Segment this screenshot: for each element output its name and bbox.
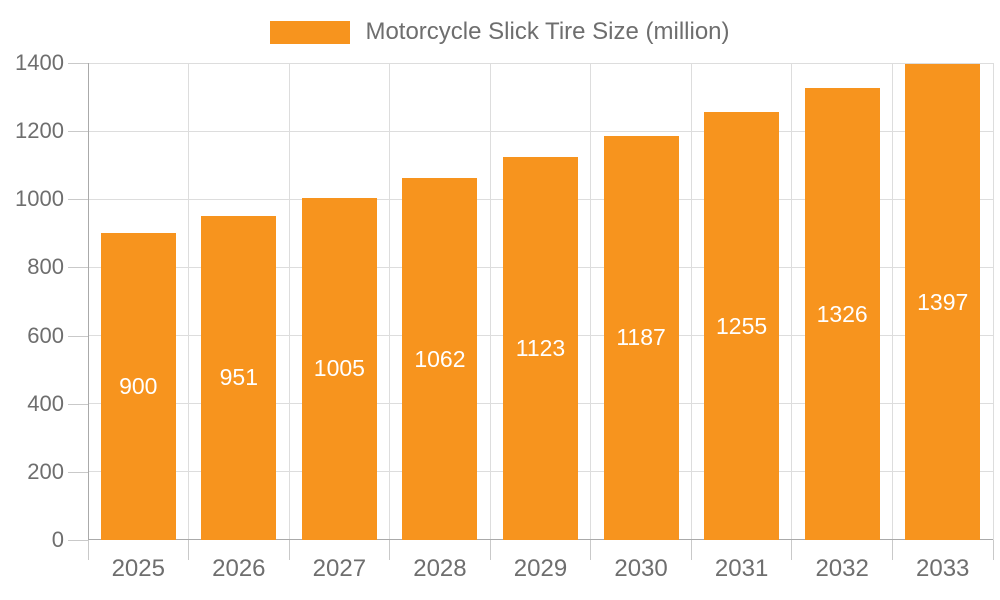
bar-value-label: 1062: [414, 345, 466, 372]
x-axis-tick-label: 2031: [714, 555, 769, 582]
y-axis-tick-label: 1000: [15, 186, 64, 212]
bar: 1005: [301, 197, 377, 540]
bar: 951: [201, 215, 277, 540]
chart-legend[interactable]: Motorcycle Slick Tire Size (million): [0, 15, 1000, 49]
x-axis-tick: [690, 540, 692, 560]
bar-value-label: 1255: [716, 312, 768, 339]
x-axis-tick: [992, 540, 994, 560]
x-axis-tick-label: 2026: [212, 555, 266, 582]
gridline-vertical: [590, 63, 592, 540]
bar-value-label: 1187: [616, 324, 666, 351]
y-axis-tick-label: 0: [51, 527, 64, 552]
y-axis-tick: [68, 540, 88, 541]
legend-swatch-icon: [270, 20, 351, 44]
y-axis-tick: [68, 199, 88, 201]
bar: 1255: [704, 112, 780, 540]
bar: 1326: [804, 88, 880, 540]
gridline-horizontal: [88, 62, 993, 64]
y-axis-tick: [68, 267, 88, 269]
x-axis-tick: [188, 540, 190, 560]
y-axis-tick-label: 800: [27, 254, 64, 280]
bar-value-label: 1326: [816, 300, 868, 327]
y-axis-tick: [68, 63, 88, 64]
bar: 1062: [402, 178, 478, 540]
bar-value-label: 951: [219, 364, 259, 391]
legend-label: Motorcycle Slick Tire Size (million): [365, 18, 730, 45]
y-axis-tick: [68, 471, 88, 473]
plot-area: 900 951 1005 1062 1123 1187 1255 1326 1397: [88, 62, 994, 540]
bar-value-label: 1123: [515, 335, 566, 362]
bar: 1123: [503, 157, 578, 540]
bar-value-label: 1397: [917, 288, 969, 315]
y-axis-tick: [68, 131, 88, 133]
y-axis-line: [88, 63, 89, 540]
x-axis-tick: [87, 540, 89, 560]
x-axis-tick-label: 2032: [815, 555, 869, 582]
gridline-vertical: [288, 63, 290, 540]
x-axis-tick: [590, 540, 592, 560]
x-axis-tick: [891, 540, 893, 560]
gridline-vertical: [489, 63, 491, 540]
y-axis-tick-label: 1200: [15, 118, 64, 144]
gridline-vertical: [188, 63, 190, 540]
gridline-vertical: [690, 63, 692, 540]
x-axis-tick-label: 2028: [413, 555, 467, 582]
bar: 900: [100, 233, 176, 540]
y-axis-tick-label: 1400: [15, 50, 64, 75]
x-axis-tick: [791, 540, 793, 560]
gridline-vertical: [992, 63, 994, 540]
x-axis-tick: [288, 540, 290, 560]
y-axis-tick-label: 600: [27, 322, 64, 348]
x-axis-tick: [489, 540, 491, 560]
x-axis-tick-label: 2027: [312, 555, 367, 582]
gridline-vertical: [389, 63, 391, 540]
bar: 1397: [905, 64, 981, 540]
y-axis-tick: [68, 403, 88, 405]
x-axis-tick-label: 2025: [111, 555, 165, 582]
bar-value-label: 1005: [313, 355, 365, 382]
x-axis-tick: [389, 540, 391, 560]
bar-value-label: 900: [119, 373, 158, 400]
x-axis-tick-label: 2030: [614, 555, 668, 582]
x-axis-tick-label: 2033: [916, 555, 970, 582]
gridline-vertical: [791, 63, 793, 540]
gridline-horizontal: [88, 130, 993, 132]
gridline-vertical: [891, 63, 893, 540]
y-axis-tick-label: 400: [27, 390, 64, 416]
x-axis-tick-label: 2029: [513, 555, 568, 582]
bar: 1187: [603, 135, 679, 540]
y-axis-tick: [68, 335, 88, 337]
y-axis-tick-label: 200: [27, 458, 64, 484]
